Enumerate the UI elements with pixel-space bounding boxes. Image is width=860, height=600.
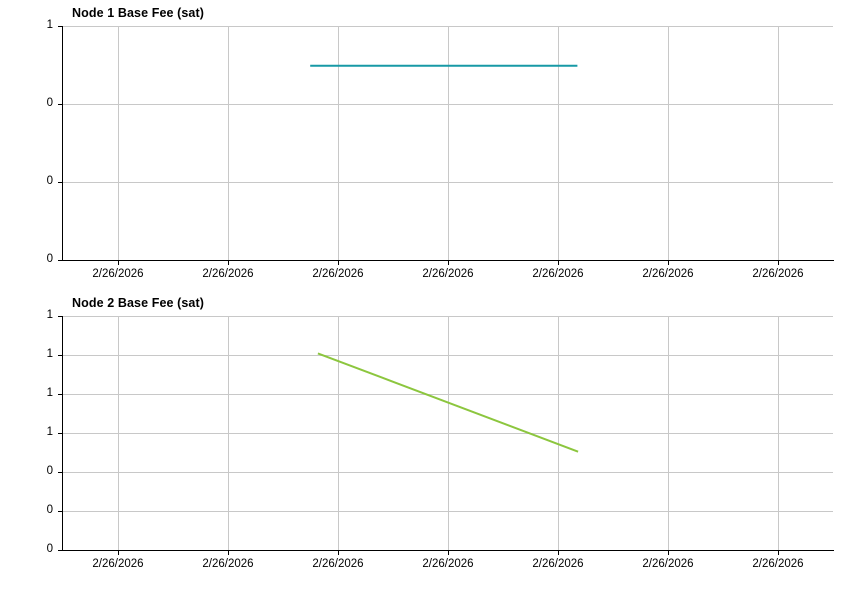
gridline-vertical — [338, 316, 339, 550]
x-axis-tick-label: 2/26/2026 — [752, 268, 804, 280]
y-axis-tick-label: 0 — [46, 504, 53, 516]
y-axis-tick-label: 1 — [46, 348, 53, 360]
x-tick-mark — [228, 260, 229, 265]
x-tick-mark — [778, 260, 779, 265]
x-axis-line — [62, 260, 834, 261]
y-axis-tick-label: 0 — [46, 175, 53, 187]
y-tick-mark — [58, 182, 63, 183]
x-tick-mark — [558, 550, 559, 555]
gridline-vertical — [118, 26, 119, 260]
y-tick-mark — [58, 394, 63, 395]
x-tick-mark — [338, 260, 339, 265]
x-axis-tick-label: 2/26/2026 — [312, 268, 364, 280]
y-axis-line — [62, 26, 63, 261]
y-tick-mark — [58, 355, 63, 356]
x-axis-tick-label: 2/26/2026 — [642, 268, 694, 280]
y-tick-mark — [58, 472, 63, 473]
gridline-vertical — [778, 316, 779, 550]
x-tick-mark — [668, 550, 669, 555]
y-axis-tick-label: 1 — [46, 426, 53, 438]
y-tick-mark — [58, 316, 63, 317]
gridline-vertical — [668, 26, 669, 260]
x-tick-mark — [558, 260, 559, 265]
gridline-vertical — [118, 316, 119, 550]
x-axis-tick-label: 2/26/2026 — [92, 558, 144, 570]
x-axis-tick-label: 2/26/2026 — [92, 268, 144, 280]
gridline-vertical — [778, 26, 779, 260]
x-axis-tick-label: 2/26/2026 — [312, 558, 364, 570]
gridline-vertical — [448, 316, 449, 550]
y-axis-tick-label: 0 — [46, 543, 53, 555]
x-axis-tick-label: 2/26/2026 — [532, 268, 584, 280]
y-axis-tick-label: 0 — [46, 97, 53, 109]
y-tick-mark — [58, 550, 63, 551]
chart-title: Node 1 Base Fee (sat) — [72, 6, 205, 20]
gridline-vertical — [338, 26, 339, 260]
gridline-vertical — [228, 26, 229, 260]
x-axis-tick-label: 2/26/2026 — [202, 558, 254, 570]
chart-title: Node 2 Base Fee (sat) — [72, 296, 205, 310]
x-axis-tick-label: 2/26/2026 — [532, 558, 584, 570]
gridline-vertical — [558, 316, 559, 550]
y-axis-tick-label: 0 — [46, 465, 53, 477]
x-axis-tick-label: 2/26/2026 — [202, 268, 254, 280]
x-axis-tick-label: 2/26/2026 — [422, 558, 474, 570]
y-axis-tick-label: 1 — [46, 19, 53, 31]
y-axis-tick-label: 1 — [46, 387, 53, 399]
gridline-vertical — [668, 316, 669, 550]
y-tick-mark — [58, 26, 63, 27]
y-axis-line — [62, 316, 63, 551]
x-tick-mark — [228, 550, 229, 555]
chart-node-2-base-fee: Node 2 Base Fee (sat) 1 1 1 1 0 0 0 2/26/2026 2/… — [0, 290, 860, 580]
y-tick-mark — [58, 104, 63, 105]
chart-node-1-base-fee: Node 1 Base Fee (sat) 1 0 0 0 2/26/2026 2/26/… — [0, 0, 860, 290]
y-tick-mark — [58, 260, 63, 261]
x-axis-tick-label: 2/26/2026 — [642, 558, 694, 570]
x-axis-tick-label: 2/26/2026 — [752, 558, 804, 570]
gridline-vertical — [228, 316, 229, 550]
gridline-vertical — [558, 26, 559, 260]
x-tick-mark — [118, 550, 119, 555]
gridline-vertical — [448, 26, 449, 260]
x-tick-mark — [778, 550, 779, 555]
y-axis-tick-label: 0 — [46, 253, 53, 265]
plot-area: 1 1 1 1 0 0 0 2/26/2026 2/26/2026 2/26/2026 2/26/2… — [47, 309, 834, 570]
plot-area: 1 0 0 0 2/26/2026 2/26/2026 2/26/2026 2/26/2026… — [47, 19, 834, 280]
x-tick-mark — [338, 550, 339, 555]
y-tick-mark — [58, 433, 63, 434]
y-axis-tick-label: 1 — [46, 309, 53, 321]
x-axis-line — [62, 550, 834, 551]
x-tick-mark — [668, 260, 669, 265]
y-tick-mark — [58, 511, 63, 512]
x-tick-mark — [118, 260, 119, 265]
x-tick-mark — [448, 550, 449, 555]
x-tick-mark — [448, 260, 449, 265]
x-axis-tick-label: 2/26/2026 — [422, 268, 474, 280]
